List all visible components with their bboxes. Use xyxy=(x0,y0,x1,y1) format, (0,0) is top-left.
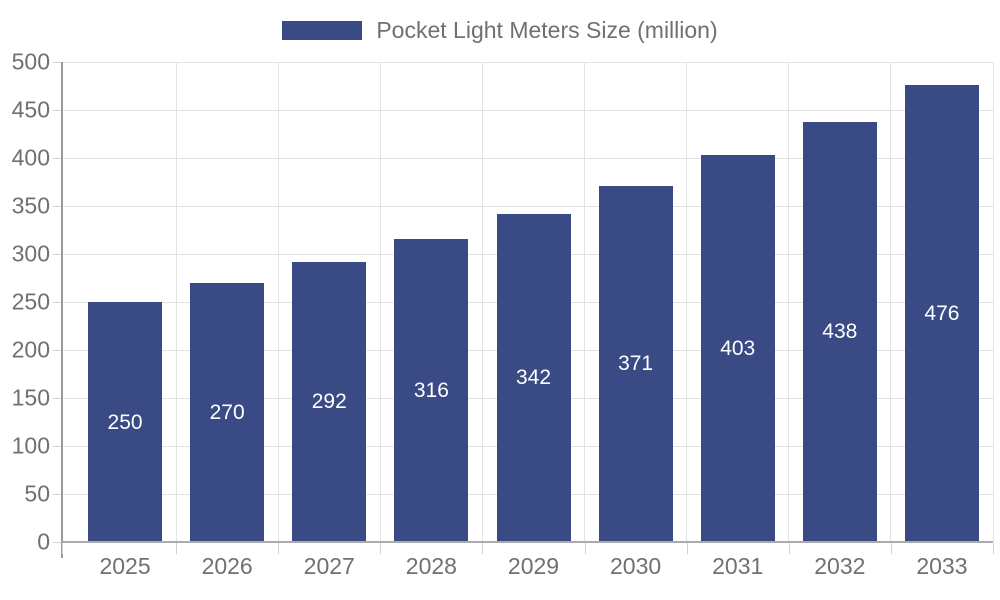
y-axis-tick-label: 150 xyxy=(11,384,50,411)
bar-value-label: 342 xyxy=(515,366,552,390)
x-axis-tick-label: 2030 xyxy=(610,553,662,579)
y-axis-tick xyxy=(53,398,61,399)
bar-2033: 476 xyxy=(904,85,979,542)
y-axis-tick-label: 450 xyxy=(11,96,50,123)
x-axis-tick xyxy=(176,543,178,554)
gridline-vertical xyxy=(992,62,994,542)
bar-2032: 438 xyxy=(802,121,877,542)
y-axis-tick xyxy=(53,302,61,303)
x-axis-tick xyxy=(482,543,484,554)
bar-2027: 292 xyxy=(292,261,367,542)
x-axis-tick-label: 2028 xyxy=(405,553,457,579)
y-axis-tick xyxy=(53,542,61,543)
bar-2031: 403 xyxy=(700,155,775,542)
y-axis-tick xyxy=(53,62,61,63)
y-axis-tick xyxy=(53,206,61,207)
y-axis-line xyxy=(61,62,63,558)
x-axis-tick-label: 2026 xyxy=(201,553,253,579)
bar-value-label: 270 xyxy=(209,400,245,424)
y-axis-tick-label: 400 xyxy=(11,144,50,171)
y-axis-tick-label: 500 xyxy=(11,48,50,75)
gridline-vertical xyxy=(890,62,892,542)
plot-area: 250 270 292 316 342 371 403 438 476 xyxy=(62,61,994,542)
legend-swatch xyxy=(282,21,363,41)
bar-2026: 270 xyxy=(190,282,265,542)
x-axis-tick xyxy=(62,543,63,554)
gridline-vertical xyxy=(175,62,177,542)
x-axis-tick xyxy=(890,543,892,554)
x-axis-tick xyxy=(788,543,790,554)
y-axis-tick-label: 0 xyxy=(37,528,50,555)
bar-value-label: 371 xyxy=(618,352,654,376)
bar-2028: 316 xyxy=(394,238,469,542)
bar-value-label: 292 xyxy=(311,390,347,414)
x-axis-tick xyxy=(993,543,994,554)
y-axis-tick xyxy=(53,254,61,255)
y-axis-tick-label: 100 xyxy=(11,432,50,459)
y-axis-tick xyxy=(53,350,61,351)
gridline-vertical xyxy=(584,62,586,542)
x-axis-tick-label: 2033 xyxy=(916,553,968,579)
y-axis-tick-label: 250 xyxy=(11,288,50,315)
y-axis-tick-label: 300 xyxy=(11,240,50,267)
gridline-vertical xyxy=(788,62,790,542)
y-axis-tick xyxy=(53,494,61,495)
gridline-horizontal xyxy=(62,157,993,159)
bar-value-label: 476 xyxy=(924,302,960,326)
x-axis-tick-label: 2031 xyxy=(712,553,764,579)
bar-2029: 342 xyxy=(496,213,571,542)
x-axis-tick xyxy=(380,543,382,554)
x-axis-tick-label: 2032 xyxy=(814,553,866,579)
legend-label: Pocket Light Meters Size (million) xyxy=(376,17,718,43)
x-axis-tick-label: 2027 xyxy=(303,553,355,579)
x-axis-tick-label: 2025 xyxy=(99,553,151,579)
y-axis-tick-label: 200 xyxy=(11,336,50,363)
bar-value-label: 250 xyxy=(107,410,143,434)
bar-value-label: 438 xyxy=(822,320,858,344)
x-axis-line xyxy=(62,541,993,543)
x-axis-tick xyxy=(686,543,688,554)
y-axis-tick xyxy=(53,158,61,159)
bar-value-label: 316 xyxy=(413,378,449,402)
gridline-horizontal xyxy=(62,205,993,207)
y-axis-tick xyxy=(53,110,61,111)
legend: Pocket Light Meters Size (million) xyxy=(0,17,1000,45)
x-axis-tick xyxy=(584,543,586,554)
gridline-vertical xyxy=(379,62,381,542)
gridline-vertical xyxy=(686,62,688,542)
gridline-vertical xyxy=(277,62,279,542)
gridline-horizontal xyxy=(62,109,993,111)
y-axis-tick-label: 50 xyxy=(24,480,50,507)
y-axis-tick-label: 350 xyxy=(11,192,50,219)
x-axis-tick xyxy=(278,543,280,554)
bar-2025: 250 xyxy=(88,302,163,542)
y-axis-tick xyxy=(53,446,61,447)
bar-value-label: 403 xyxy=(720,337,756,361)
bar-2030: 371 xyxy=(598,185,673,542)
x-axis-tick-label: 2029 xyxy=(507,553,560,579)
gridline-horizontal xyxy=(62,61,993,63)
gridline-vertical xyxy=(481,62,483,542)
